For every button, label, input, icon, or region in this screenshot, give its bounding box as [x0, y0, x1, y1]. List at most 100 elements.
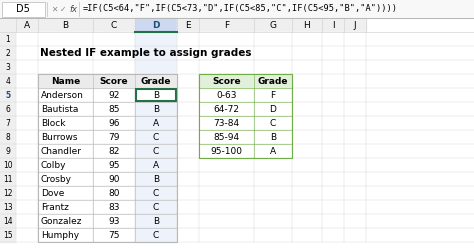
Bar: [0, 0, 474, 18]
Bar: [93, 102, 135, 116]
Bar: [254, 88, 292, 102]
Bar: [93, 32, 135, 46]
Text: C: C: [153, 132, 159, 142]
Bar: [16, 228, 38, 242]
Text: Nested IF example to assign grades: Nested IF example to assign grades: [40, 48, 252, 58]
Text: 79: 79: [108, 132, 120, 142]
Bar: [2, 2, 45, 17]
Text: fx: fx: [69, 4, 77, 13]
Text: Gonzalez: Gonzalez: [41, 217, 82, 225]
Bar: [344, 130, 366, 144]
Bar: [344, 74, 366, 88]
Text: C: C: [153, 230, 159, 240]
Bar: [254, 130, 292, 144]
Text: 1: 1: [6, 34, 10, 43]
Text: 85-94: 85-94: [213, 132, 239, 142]
Text: C: C: [153, 188, 159, 197]
Bar: [38, 214, 93, 228]
Bar: [38, 32, 93, 46]
Bar: [322, 228, 344, 242]
Text: 83: 83: [108, 203, 120, 212]
Bar: [322, 158, 344, 172]
Text: 11: 11: [3, 175, 13, 184]
Bar: [0, 102, 16, 116]
Bar: [135, 186, 177, 200]
Bar: [177, 214, 199, 228]
Bar: [199, 158, 254, 172]
Text: A: A: [24, 21, 30, 30]
Text: Colby: Colby: [41, 160, 66, 169]
Bar: [135, 74, 177, 88]
Bar: [0, 18, 16, 32]
Bar: [254, 74, 292, 88]
Bar: [344, 172, 366, 186]
Bar: [322, 46, 344, 60]
Bar: [38, 88, 93, 102]
Bar: [93, 74, 135, 88]
Bar: [254, 32, 292, 46]
Text: B: B: [153, 175, 159, 184]
Text: Frantz: Frantz: [41, 203, 69, 212]
Text: 8: 8: [6, 132, 10, 142]
Text: Bautista: Bautista: [41, 104, 78, 114]
Bar: [292, 116, 322, 130]
Bar: [93, 18, 135, 32]
Bar: [199, 228, 254, 242]
Text: 0-63: 0-63: [216, 91, 237, 99]
Bar: [0, 88, 16, 102]
Bar: [322, 74, 344, 88]
Bar: [322, 60, 344, 74]
Text: ✕: ✕: [51, 4, 57, 13]
Bar: [199, 60, 254, 74]
Bar: [292, 102, 322, 116]
Bar: [322, 186, 344, 200]
Bar: [292, 228, 322, 242]
Bar: [136, 89, 176, 101]
Bar: [16, 102, 38, 116]
Text: ✓: ✓: [60, 4, 66, 13]
Bar: [136, 89, 176, 101]
Text: D: D: [152, 21, 160, 30]
Bar: [292, 32, 322, 46]
Text: Score: Score: [212, 76, 241, 86]
Bar: [322, 116, 344, 130]
Bar: [344, 144, 366, 158]
Bar: [344, 186, 366, 200]
Bar: [16, 172, 38, 186]
Text: A: A: [153, 119, 159, 127]
Bar: [199, 74, 292, 158]
Bar: [344, 214, 366, 228]
Bar: [199, 88, 254, 102]
Bar: [93, 130, 135, 144]
Text: 95-100: 95-100: [210, 147, 243, 155]
Bar: [38, 186, 93, 200]
Bar: [199, 102, 254, 116]
Bar: [292, 130, 322, 144]
Bar: [344, 88, 366, 102]
Bar: [292, 60, 322, 74]
Bar: [135, 158, 177, 172]
Bar: [93, 186, 135, 200]
Bar: [16, 144, 38, 158]
Bar: [0, 200, 16, 214]
Bar: [254, 74, 292, 88]
Bar: [177, 32, 199, 46]
Bar: [292, 74, 322, 88]
Bar: [93, 74, 135, 88]
Bar: [344, 60, 366, 74]
Bar: [0, 46, 16, 60]
Text: Crosby: Crosby: [41, 175, 72, 184]
Bar: [199, 74, 254, 88]
Bar: [16, 186, 38, 200]
Bar: [16, 60, 38, 74]
Bar: [16, 32, 38, 46]
Text: A: A: [153, 160, 159, 169]
Text: 13: 13: [3, 203, 13, 212]
Text: B: B: [153, 104, 159, 114]
Bar: [135, 46, 177, 60]
Bar: [322, 88, 344, 102]
Bar: [93, 228, 135, 242]
Bar: [292, 158, 322, 172]
Bar: [254, 186, 292, 200]
Bar: [254, 214, 292, 228]
